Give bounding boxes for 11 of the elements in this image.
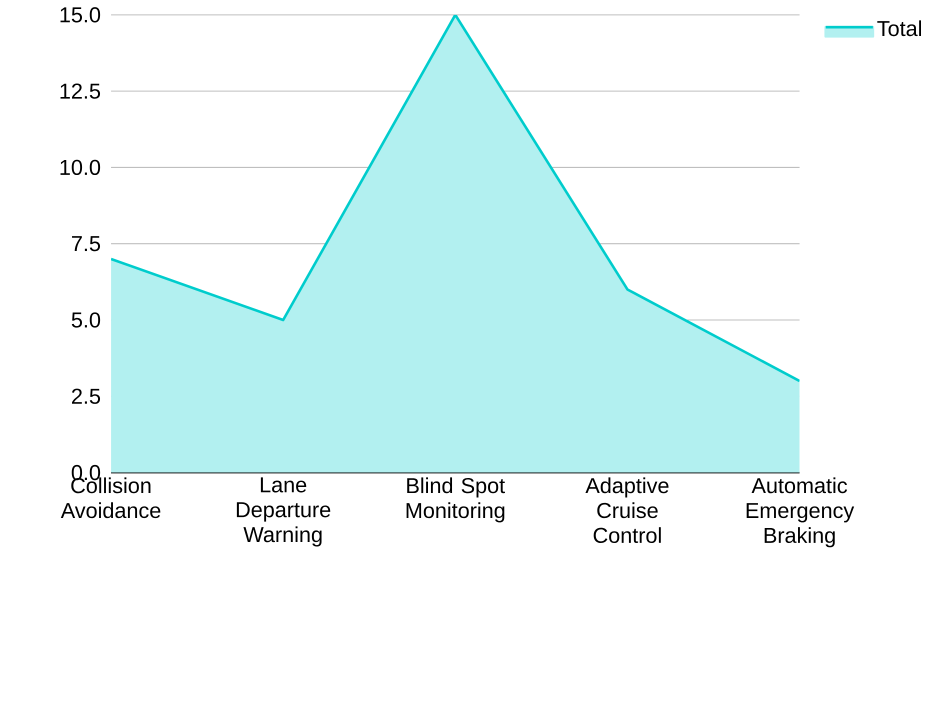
- y-tick-label: 12.5: [60, 83, 100, 99]
- x-tick-label: Blind Spot Monitoring: [406, 477, 505, 522]
- x-tick-label: Lane Departure Warning: [236, 477, 330, 546]
- x-tick-label: Automatic Emergency Braking: [746, 477, 854, 548]
- y-tick-label: 10.0: [60, 160, 100, 175]
- y-tick-label: 5.0: [72, 312, 100, 328]
- y-tick-label: 2.5: [72, 388, 100, 404]
- legend-label: Total: [877, 20, 922, 36]
- y-tick-label: 7.5: [72, 236, 100, 252]
- x-tick-label: Adaptive Cruise Control: [585, 477, 669, 543]
- y-tick-label: 15.0: [60, 6, 100, 22]
